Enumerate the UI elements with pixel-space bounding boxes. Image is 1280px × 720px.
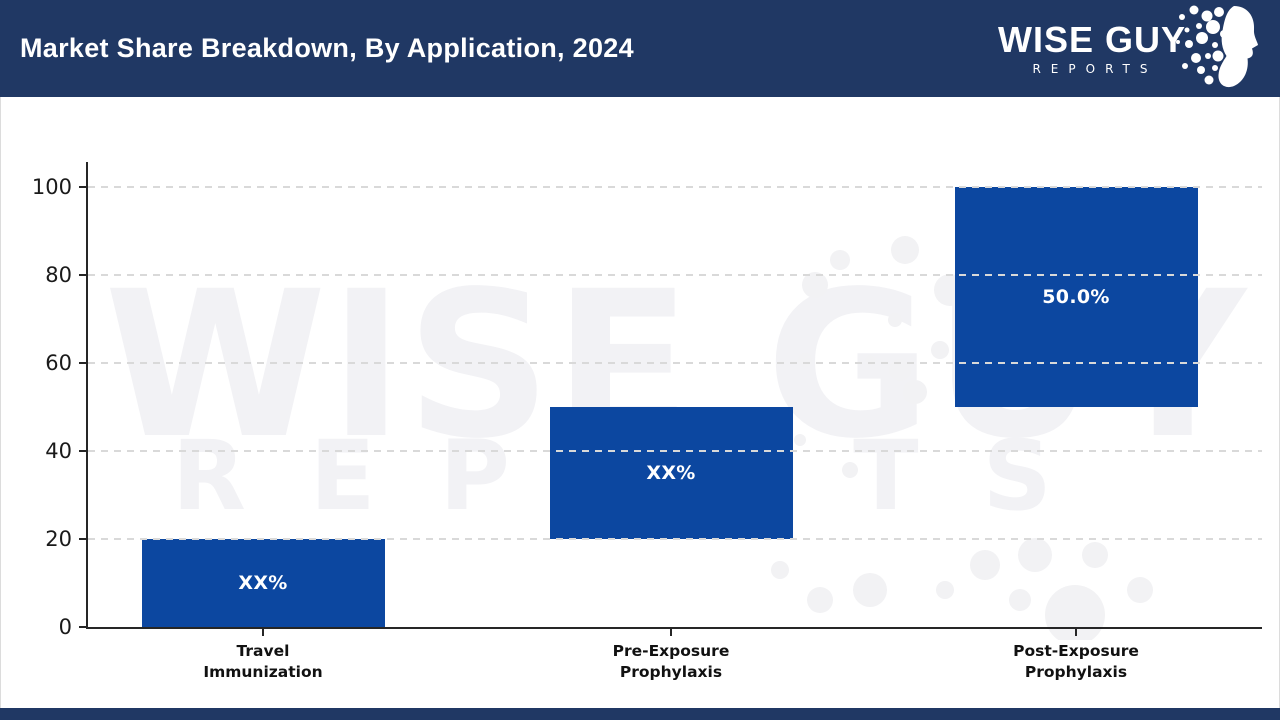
gridline-20	[88, 538, 1262, 540]
x-tick	[670, 627, 672, 636]
y-tick-label: 80	[45, 263, 72, 287]
left-border	[0, 97, 1, 708]
y-tick	[79, 626, 88, 628]
x-category-label-line: Prophylaxis	[619, 663, 723, 681]
y-axis-line	[86, 162, 88, 629]
x-category-label-line: Travel	[236, 642, 290, 660]
x-tick	[262, 627, 264, 636]
wise-guy-reports-logo: WISE GUY REPORTS	[998, 3, 1258, 95]
bar-value-label: XX%	[238, 572, 288, 594]
gridline-40	[88, 450, 1262, 452]
bar-post-exposure-prophylaxis: 50.0%	[954, 187, 1198, 407]
y-tick-label: 40	[45, 439, 72, 463]
x-category-label-line: Post-Exposure	[1013, 642, 1139, 660]
y-tick	[79, 450, 88, 452]
gridline-80	[88, 274, 1262, 276]
x-tick	[1075, 627, 1077, 636]
y-tick-label: 100	[31, 175, 72, 199]
x-axis-line	[86, 627, 1262, 629]
y-tick	[79, 362, 88, 364]
y-tick	[79, 186, 88, 188]
y-tick	[79, 538, 88, 540]
y-tick	[79, 274, 88, 276]
gridline-100	[88, 186, 1262, 188]
bar-travel-immunization: XX%	[141, 539, 385, 627]
bar-pre-exposure-prophylaxis: XX%	[549, 407, 793, 539]
bar-value-label: XX%	[646, 462, 696, 484]
logo-wiseguy-text: WISE GUY	[997, 18, 1186, 60]
y-tick-label: 60	[45, 351, 72, 375]
logo-reports-text: REPORTS	[1032, 61, 1158, 76]
x-category-label-line: Pre-Exposure	[612, 642, 730, 660]
x-category-label-travel-immunization: Travel Immunization	[113, 641, 413, 683]
x-category-label-pre-exposure-prophylaxis: Pre-Exposure Prophylaxis	[521, 641, 821, 683]
x-category-label-line: Immunization	[203, 663, 323, 681]
gridline-60	[88, 362, 1262, 364]
bar-value-label: 50.0%	[1042, 286, 1110, 308]
footer-bar	[0, 708, 1280, 720]
page-title: Market Share Breakdown, By Application, …	[20, 33, 634, 63]
header: Market Share Breakdown, By Application, …	[0, 0, 1280, 97]
y-tick-label: 0	[58, 615, 72, 639]
x-category-label-post-exposure-prophylaxis: Post-Exposure Prophylaxis	[926, 641, 1226, 683]
logo-text: WISE GUY REPORTS	[997, 18, 1186, 76]
y-tick-label: 20	[45, 527, 72, 551]
wiseguy-face-icon	[1176, 5, 1258, 87]
x-category-label-line: Prophylaxis	[1024, 663, 1128, 681]
